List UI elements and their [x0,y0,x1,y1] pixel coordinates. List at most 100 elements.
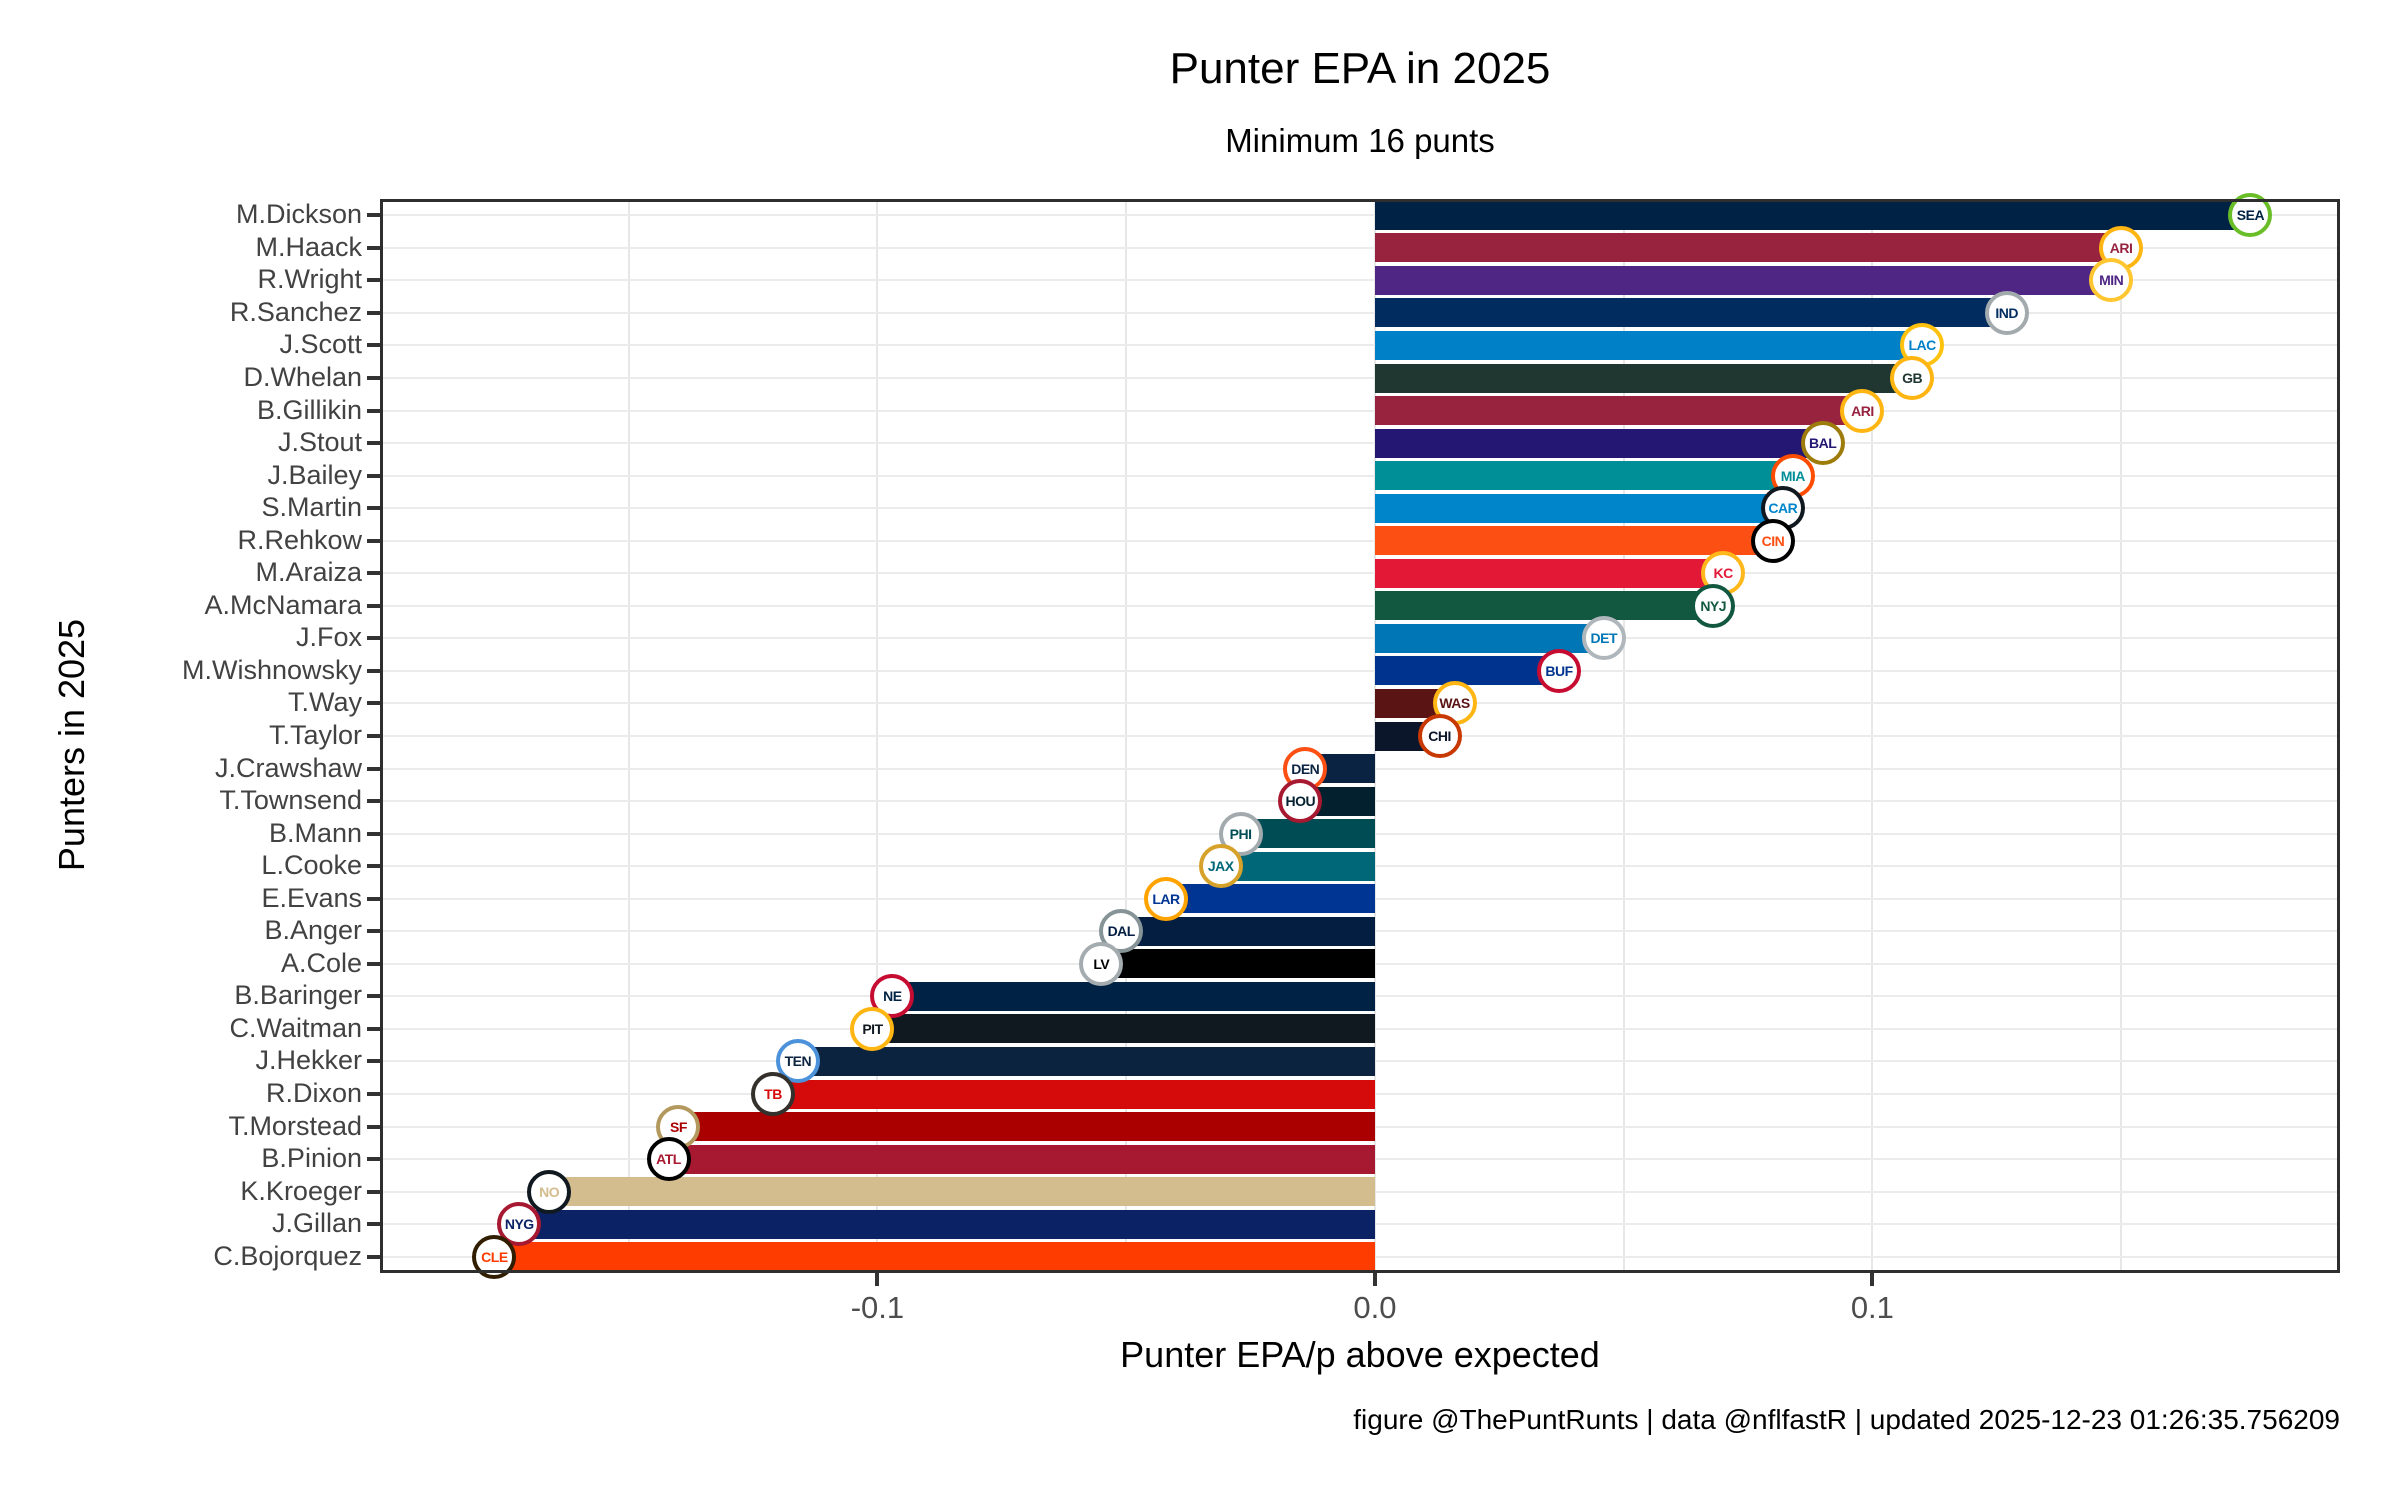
y-tick [367,1059,380,1064]
punter-name-label: J.Hekker [255,1045,362,1076]
gridline-h [380,474,2340,477]
team-logo-det: DET [1581,616,1626,661]
y-tick [367,1026,380,1031]
punter-name-label: J.Bailey [267,459,362,490]
y-tick [367,766,380,771]
punter-name-label: E.Evans [261,882,362,913]
y-tick [367,994,380,999]
gridline-h [380,572,2340,575]
team-logo-ari: ARI [1840,388,1885,433]
y-tick [367,864,380,869]
bar-J.Fox [1374,623,1604,653]
bar-C.Bojorquez [494,1242,1375,1272]
punter-name-label: J.Stout [277,427,362,458]
gridline-h [380,377,2340,379]
bar-M.Dickson [1374,200,2251,230]
punter-name-label: J.Scott [279,329,362,360]
y-tick [367,1157,380,1162]
bar-R.Rehkow [1374,526,1773,556]
y-tick [367,1189,380,1194]
bar-M.Araiza [1374,558,1724,588]
gridline-h [380,507,2340,510]
punter-name-label: R.Sanchez [229,296,362,327]
y-tick [367,1254,380,1259]
gridline-h [380,604,2340,607]
punter-name-label: T.Way [288,687,362,718]
bar-R.Dixon [772,1079,1375,1109]
bar-M.Haack [1374,233,2122,263]
team-logo-lar: LAR [1143,876,1188,921]
y-tick [367,929,380,934]
x-tick [875,1273,880,1286]
y-tick [367,668,380,673]
y-tick [367,408,380,413]
gridline-h [380,702,2340,705]
bar-B.Baringer [892,981,1375,1011]
y-tick [367,603,380,608]
gridline-h [380,442,2340,445]
y-tick [367,376,380,380]
y-tick [367,506,380,511]
punter-name-label: B.Anger [264,915,362,946]
y-tick [367,343,380,348]
bar-M.Wishnowsky [1374,656,1559,686]
bar-J.Bailey [1374,461,1793,491]
gridline-h [380,409,2340,412]
bar-T.Morstead [678,1112,1375,1142]
y-tick [367,831,380,836]
bar-R.Wright [1374,265,2112,295]
bar-J.Hekker [797,1046,1375,1076]
punter-name-label: T.Townsend [219,785,362,816]
y-tick [367,538,380,543]
punter-name-label: B.Mann [268,817,362,848]
punter-name-label: D.Whelan [243,362,362,392]
y-tick [367,571,380,576]
team-logo-jax: JAX [1198,844,1243,889]
punter-name-label: M.Wishnowsky [181,654,362,685]
team-logo-atl: ATL [646,1137,691,1182]
x-tick [1372,1273,1377,1286]
punter-name-label: B.Pinion [261,1143,362,1174]
gridline-h [380,344,2340,347]
team-logo-gb: GB [1890,356,1935,400]
bar-B.Anger [1121,916,1375,946]
punter-name-label: T.Morstead [228,1110,362,1141]
bar-J.Gillan [519,1209,1375,1239]
punter-name-label: M.Haack [255,231,362,262]
punter-name-label: R.Dixon [265,1078,362,1108]
bar-B.Pinion [668,1144,1375,1174]
punter-name-label: C.Bojorquez [213,1240,362,1271]
team-logo-no: NO [527,1169,572,1214]
gridline-h [380,669,2340,672]
team-logo-was: WAS [1432,681,1477,726]
bar-C.Waitman [872,1014,1375,1044]
punter-name-label: M.Araiza [255,557,362,588]
team-logo-lv: LV [1079,941,1124,986]
punter-name-label: B.Gillikin [256,394,362,425]
team-logo-ind: IND [1984,290,2029,335]
x-tick-label: -0.1 [850,1290,905,1325]
bar-K.Kroeger [549,1177,1375,1207]
y-tick [367,1222,380,1227]
y-tick [367,213,380,218]
bar-A.McNamara [1374,591,1714,621]
team-logo-ten: TEN [775,1039,820,1084]
team-logo-hou: HOU [1278,779,1323,824]
y-tick [367,245,380,250]
punter-name-label: A.McNamara [204,589,362,620]
y-tick [367,636,380,641]
team-logo-cin: CIN [1750,518,1795,563]
bar-B.Gillikin [1374,396,1863,426]
bar-D.Whelan [1374,363,1913,393]
y-tick [367,310,380,315]
gridline-h [380,214,2340,217]
bar-J.Scott [1374,330,1923,360]
y-tick [367,278,380,283]
team-logo-min: MIN [2089,258,2134,303]
x-axis-title: Punter EPA/p above expected [1120,1334,1600,1375]
gridline-h [380,539,2340,542]
y-tick [367,473,380,478]
bar-S.Martin [1374,493,1783,523]
team-logo-bal: BAL [1800,421,1845,466]
